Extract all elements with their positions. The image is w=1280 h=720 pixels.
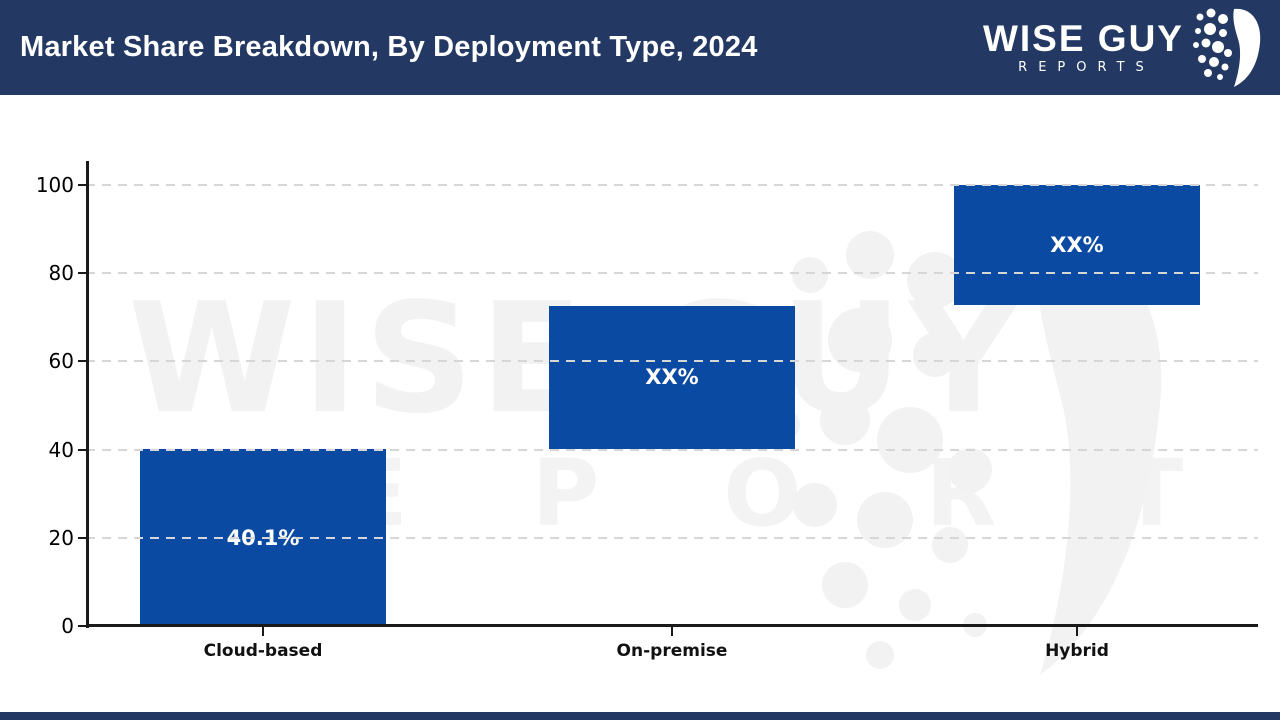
x-category-label: Hybrid (1045, 641, 1109, 661)
footer-bar (0, 712, 1280, 720)
x-tick-mark (1076, 627, 1078, 636)
y-tick-mark (78, 448, 86, 451)
gridline-y60 (86, 360, 1258, 363)
watermark-dotted-head-icon (770, 231, 1162, 676)
y-tick-label: 0 (61, 614, 74, 638)
y-tick-label: 60 (48, 349, 74, 374)
y-tick-mark (78, 272, 86, 275)
bar-hybrid: XX% (954, 185, 1200, 306)
gridline-y100 (86, 184, 1258, 186)
logo-text: WISE GUY REPORTS (983, 20, 1184, 75)
header-bar: Market Share Breakdown, By Deployment Ty… (0, 0, 1280, 95)
y-tick-label: 40 (48, 437, 74, 462)
gridline-y40 (86, 448, 1258, 451)
x-tick-mark (671, 627, 673, 636)
x-category-label: On-premise (616, 641, 728, 661)
logo-dotted-head-icon (1193, 8, 1261, 87)
y-tick-label: 100 (35, 173, 74, 197)
logo-wiseguy-text: WISE GUY (982, 18, 1184, 59)
bar-on-premise: XX% (549, 305, 795, 450)
wise-guy-reports-logo: WISE GUY REPORTS (983, 7, 1262, 89)
y-tick-mark (78, 536, 86, 539)
bar-value-label: XX% (1050, 233, 1104, 258)
y-tick-mark (78, 184, 86, 186)
chart-title: Market Share Breakdown, By Deployment Ty… (20, 31, 758, 63)
y-tick-mark (78, 625, 86, 627)
logo-reports-text: REPORTS (1018, 60, 1155, 75)
plot-area: WISE GUY R E P O R T S 02040608010040.1%… (0, 95, 1280, 712)
gridline-y20 (86, 536, 1258, 539)
y-axis-line (86, 161, 89, 628)
x-axis-line (86, 624, 1258, 627)
x-tick-mark (262, 627, 264, 636)
y-tick-label: 20 (48, 525, 74, 550)
y-tick-mark (78, 360, 86, 363)
x-category-label: Cloud-based (203, 641, 323, 661)
bar-value-label: XX% (645, 365, 699, 390)
gridline-y80 (86, 272, 1258, 275)
y-tick-label: 80 (48, 261, 74, 286)
